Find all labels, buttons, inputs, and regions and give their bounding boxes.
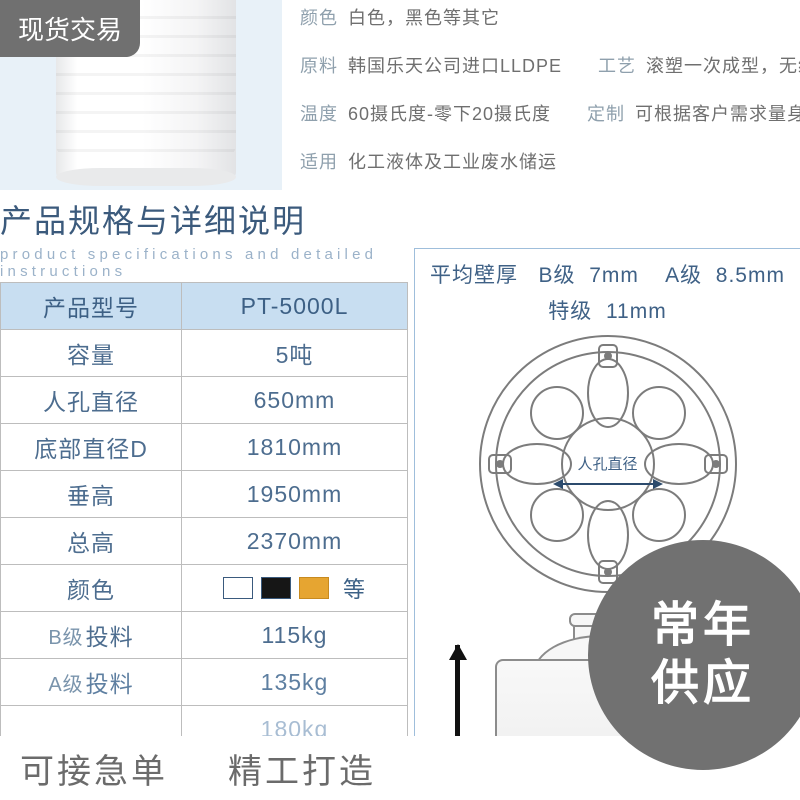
wall-thickness-b-value: 7mm [589, 264, 639, 287]
stock-badge: 现货交易 [0, 0, 140, 57]
spec-row-value-swatches: 等 [182, 565, 408, 611]
attr-custom-value: 可根据客户需求量身定制 [635, 100, 800, 126]
spec-row-value: 1810mm [182, 424, 408, 470]
spec-row: 总高 2370mm [0, 518, 408, 565]
wall-thickness-a-label: A级 [665, 264, 702, 287]
spec-row-name: 垂高 [0, 471, 182, 517]
spec-header-row: 产品型号 PT-5000L [0, 283, 408, 330]
wall-thickness-s-label: 特级 [548, 300, 592, 323]
attr-material-label: 原料 [300, 52, 338, 78]
attr-temperature-value: 60摄氏度-零下20摄氏度 [348, 100, 551, 126]
wall-thickness-b-label: B级 [539, 264, 576, 287]
attr-material: 原料 韩国乐天公司进口LLDPE [300, 52, 562, 78]
double-arrow-icon [553, 476, 663, 490]
spec-row-value: 135kg [182, 659, 408, 705]
spec-header-value: PT-5000L [182, 283, 408, 329]
spec-row-name: 底部直径D [0, 424, 182, 470]
attr-material-value: 韩国乐天公司进口LLDPE [348, 52, 562, 78]
product-attributes: 颜色 白色，黑色等其它 原料 韩国乐天公司进口LLDPE 工艺 滚塑一次成型，无… [300, 4, 800, 196]
spec-row-name: A级 投料 [0, 659, 182, 705]
wall-thickness-s-value: 11mm [606, 300, 667, 323]
spec-row-value: 5吨 [182, 330, 408, 376]
spec-row-value: 2370mm [182, 518, 408, 564]
wall-thickness-a-value: 8.5mm [716, 264, 785, 287]
spec-table: 产品型号 PT-5000L 容量 5吨 人孔直径 650mm 底部直径D 181… [0, 282, 408, 753]
spec-row-name: 人孔直径 [0, 377, 182, 423]
color-swatch-orange [299, 577, 329, 599]
bottom-slogan-left: 可接急单 [20, 744, 168, 793]
spec-row-value: 115kg [182, 612, 408, 658]
spec-row-name: B级 投料 [0, 612, 182, 658]
spec-row-name-text: 投料 [86, 618, 134, 652]
attr-application-value: 化工液体及工业废水储运 [348, 148, 557, 174]
color-swatch-white [223, 577, 253, 599]
attr-color: 颜色 白色，黑色等其它 [300, 4, 500, 30]
section-heading-en: product specifications and detailed inst… [0, 246, 410, 280]
spec-row-name-text: 投料 [86, 665, 134, 699]
spec-row: 垂高 1950mm [0, 471, 408, 518]
spec-row-name: 总高 [0, 518, 182, 564]
attr-color-value: 白色，黑色等其它 [348, 4, 500, 30]
attr-process-value: 滚塑一次成型，无缝无焊 [646, 52, 800, 78]
spec-row: 容量 5吨 [0, 330, 408, 377]
spec-row-grade: B级 [48, 621, 83, 650]
attr-temperature: 温度 60摄氏度-零下20摄氏度 [300, 100, 551, 126]
supply-badge-line2: 供应 [651, 655, 755, 713]
spec-header-name: 产品型号 [0, 283, 182, 329]
color-swatch-black [261, 577, 291, 599]
spec-row: B级 投料 115kg [0, 612, 408, 659]
supply-badge-line1: 常年 [651, 597, 755, 655]
spec-row-value: 1950mm [182, 471, 408, 517]
wall-thickness-prefix: 平均壁厚 [430, 264, 518, 287]
color-swatch-etc: 等 [343, 572, 366, 604]
spec-row-name: 容量 [0, 330, 182, 376]
spec-row: 人孔直径 650mm [0, 377, 408, 424]
attr-process-label: 工艺 [598, 52, 636, 78]
spec-row-name: 颜色 [0, 565, 182, 611]
spec-row-value: 650mm [182, 377, 408, 423]
section-heading-cn: 产品规格与详细说明 [0, 196, 410, 242]
attr-color-label: 颜色 [300, 4, 338, 30]
bottom-slogan-right: 精工打造 [228, 744, 376, 793]
manhole-diameter-label: 人孔直径 [553, 453, 663, 474]
spec-row-grade: A级 [48, 668, 83, 697]
attr-custom-label: 定制 [587, 100, 625, 126]
attr-application-label: 适用 [300, 148, 338, 174]
attr-custom: 定制 可根据客户需求量身定制 [587, 100, 800, 126]
spec-row: 底部直径D 1810mm [0, 424, 408, 471]
spec-row-colors: 颜色 等 [0, 565, 408, 612]
attr-application: 适用 化工液体及工业废水储运 [300, 148, 557, 174]
attr-process: 工艺 滚塑一次成型，无缝无焊 [598, 52, 800, 78]
spec-row: A级 投料 135kg [0, 659, 408, 706]
manhole-diameter-callout: 人孔直径 [553, 453, 663, 490]
section-heading: 产品规格与详细说明 product specifications and det… [0, 196, 410, 280]
attr-temperature-label: 温度 [300, 100, 338, 126]
wall-thickness-callout: 平均壁厚 B级 7mm A级 8.5mm 特级 11mm [415, 259, 800, 325]
